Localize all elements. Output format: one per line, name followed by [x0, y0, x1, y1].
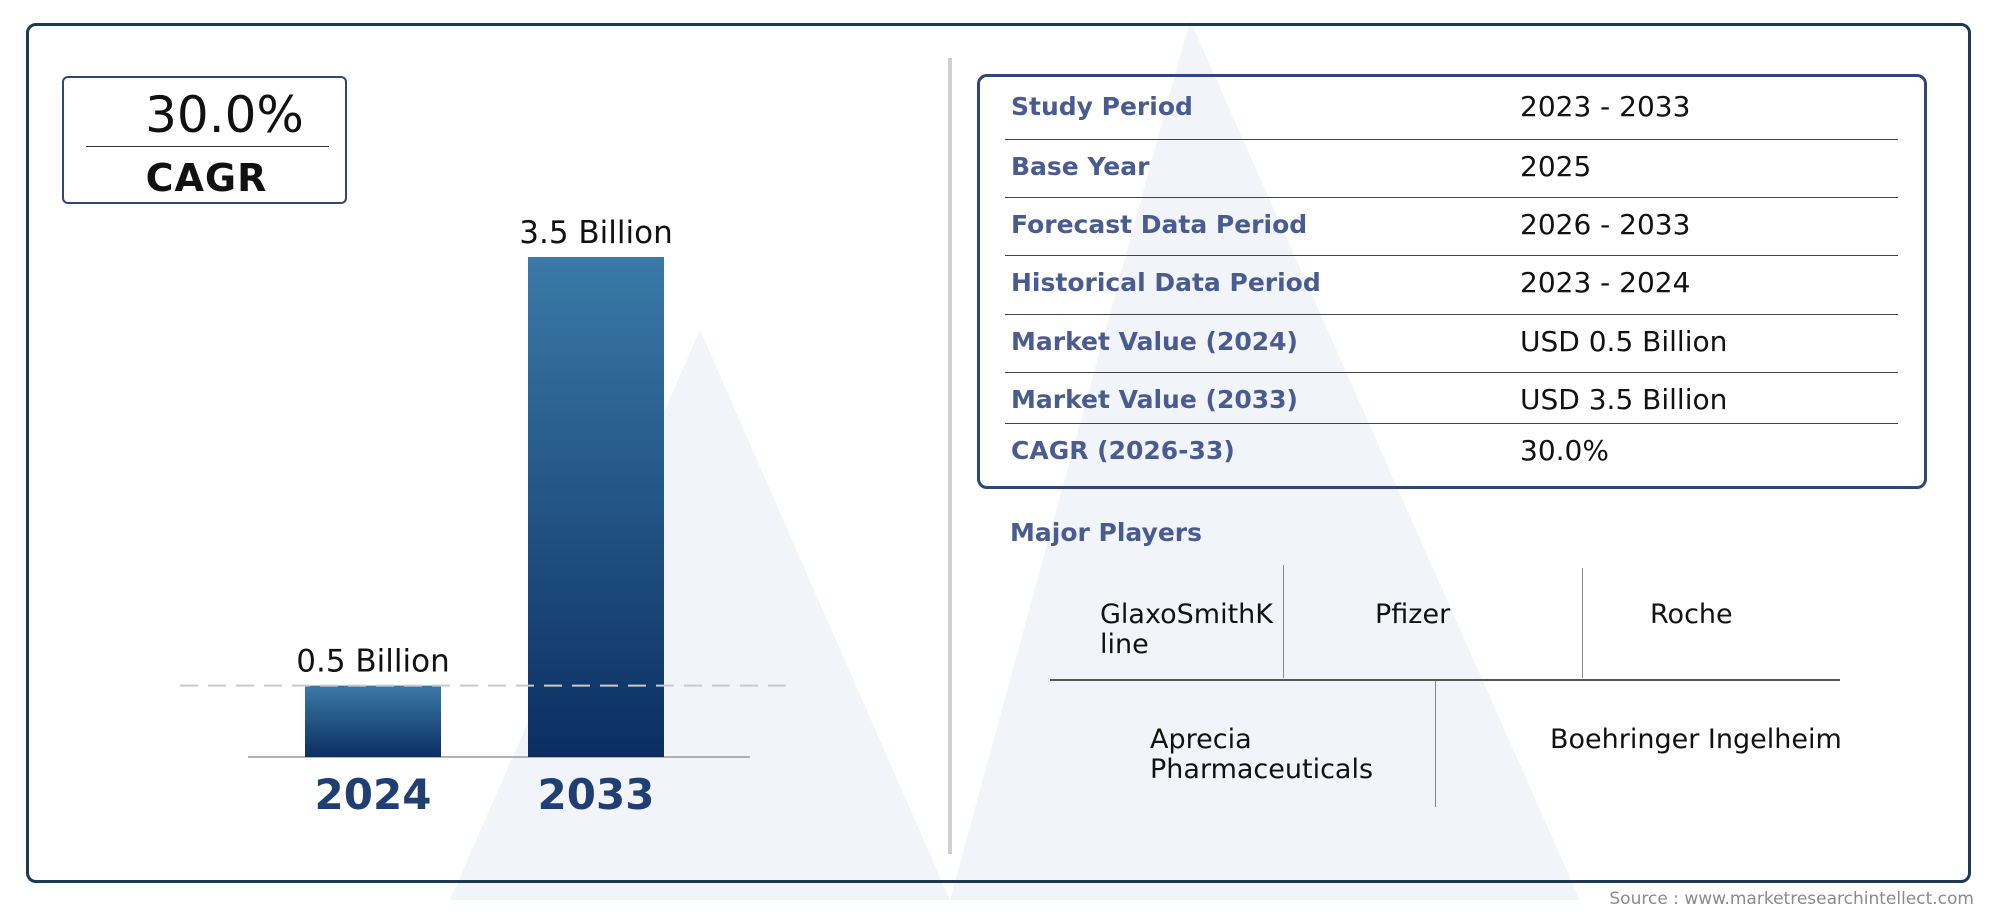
info-row: Forecast Data Period 2026 - 2033: [1005, 198, 1898, 256]
info-value: USD 0.5 Billion: [1520, 325, 1728, 358]
cagr-value: 30.0%: [145, 86, 304, 144]
info-value: 30.0%: [1520, 434, 1609, 467]
player-name: GlaxoSmithK line: [1100, 599, 1273, 660]
data-label: 3.5 Billion: [519, 215, 673, 251]
info-key: Study Period: [1011, 92, 1193, 121]
x-tick-label: 2033: [538, 770, 655, 819]
section-divider: [948, 58, 952, 854]
report-details-box: [977, 74, 1927, 489]
infographic-frame: [26, 23, 1971, 883]
info-key: Market Value (2024): [1011, 327, 1298, 356]
cagr-label: CAGR: [145, 156, 268, 200]
info-row: CAGR (2026-33) 30.0%: [1005, 424, 1898, 474]
bar-2033: [528, 257, 664, 757]
info-key: Base Year: [1011, 152, 1150, 181]
info-key: Historical Data Period: [1011, 268, 1321, 297]
info-row: Study Period 2023 - 2033: [1005, 80, 1898, 140]
major-players-title: Major Players: [1010, 518, 1202, 547]
players-grid-line: [1582, 568, 1583, 678]
cagr-callout: 30.0% CAGR: [62, 76, 347, 204]
info-key: Market Value (2033): [1011, 385, 1298, 414]
bar-2024: [305, 685, 441, 757]
players-grid-line: [1435, 681, 1436, 807]
info-value: 2023 - 2024: [1520, 266, 1691, 299]
info-row: Market Value (2033) USD 3.5 Billion: [1005, 373, 1898, 424]
info-value: 2025: [1520, 150, 1592, 183]
player-name: Boehringer Ingelheim: [1550, 724, 1842, 755]
info-value: 2023 - 2033: [1520, 90, 1691, 123]
player-name: Aprecia Pharmaceuticals: [1150, 724, 1374, 785]
info-key: CAGR (2026-33): [1011, 436, 1235, 465]
source-credit: Source : www.marketresearchintellect.com: [1609, 889, 1974, 909]
info-value: 2026 - 2033: [1520, 208, 1691, 241]
info-row: Historical Data Period 2023 - 2024: [1005, 256, 1898, 315]
players-grid-line: [1050, 679, 1840, 681]
info-row: Base Year 2025: [1005, 140, 1898, 198]
player-name: Pfizer: [1375, 599, 1451, 630]
info-row: Market Value (2024) USD 0.5 Billion: [1005, 315, 1898, 373]
info-key: Forecast Data Period: [1011, 210, 1308, 239]
info-value: USD 3.5 Billion: [1520, 383, 1728, 416]
x-tick-label: 2024: [315, 770, 432, 819]
data-label: 0.5 Billion: [296, 644, 450, 680]
players-grid-line: [1283, 565, 1284, 678]
cagr-divider: [86, 146, 329, 147]
market-bar-chart: 0.5 Billion 2024 3.5 Billion 2033: [180, 215, 790, 819]
player-name: Roche: [1650, 599, 1733, 630]
